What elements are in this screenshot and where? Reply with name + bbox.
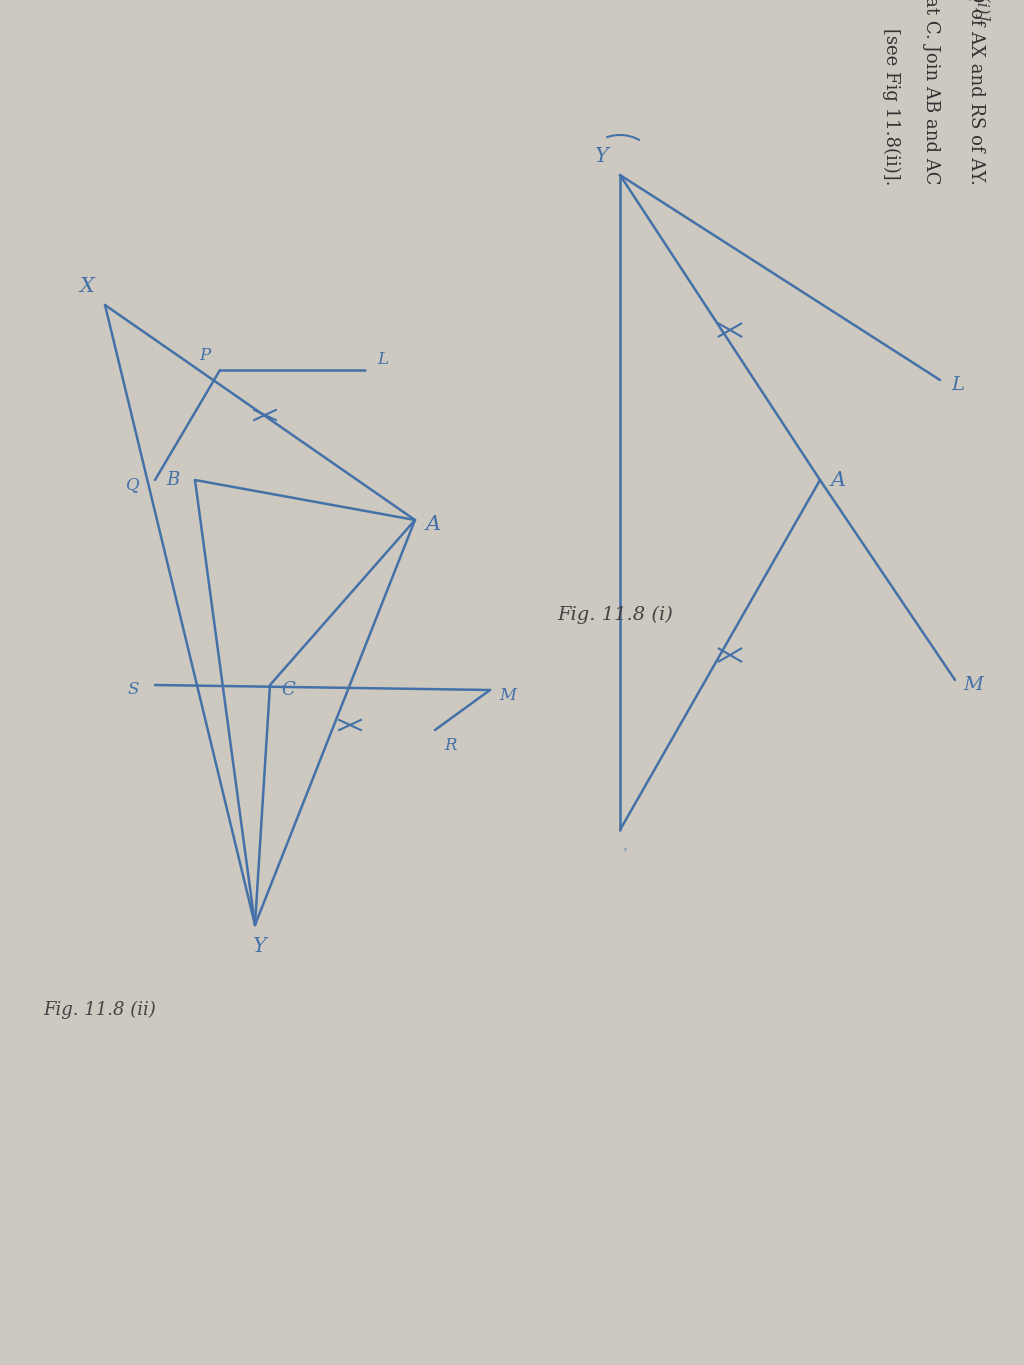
Text: A: A xyxy=(830,471,846,490)
Text: L: L xyxy=(378,352,388,369)
Text: B: B xyxy=(166,471,179,489)
Text: S: S xyxy=(127,681,138,699)
Text: Fig. 11.8 (ii): Fig. 11.8 (ii) xyxy=(44,1001,157,1020)
Text: 4. Draw perpendicular bisectors PQ of AX and RS of AY.: 4. Draw perpendicular bisectors PQ of AX… xyxy=(967,0,985,186)
Text: X: X xyxy=(624,848,627,852)
Text: Y: Y xyxy=(595,147,609,167)
Text: M: M xyxy=(963,676,983,693)
Text: [see Fig 11.8(ii)].: [see Fig 11.8(ii)]. xyxy=(882,27,900,186)
Text: A: A xyxy=(425,516,440,535)
Text: [see Fig. 11.8(i)].: [see Fig. 11.8(i)]. xyxy=(973,0,990,25)
Text: L: L xyxy=(951,375,965,394)
Text: M: M xyxy=(500,687,516,703)
Text: Fig. 11.8 (i): Fig. 11.8 (i) xyxy=(557,606,673,624)
Text: Q: Q xyxy=(126,476,140,494)
Text: Y: Y xyxy=(253,938,267,957)
Text: R: R xyxy=(443,737,457,753)
Text: X: X xyxy=(80,277,94,296)
Text: P: P xyxy=(200,347,211,363)
Text: C: C xyxy=(282,681,295,699)
Text: 5. Let PQ intersect XY at B and RS intersect XY at C. Join AB and AC: 5. Let PQ intersect XY at B and RS inter… xyxy=(922,0,940,186)
